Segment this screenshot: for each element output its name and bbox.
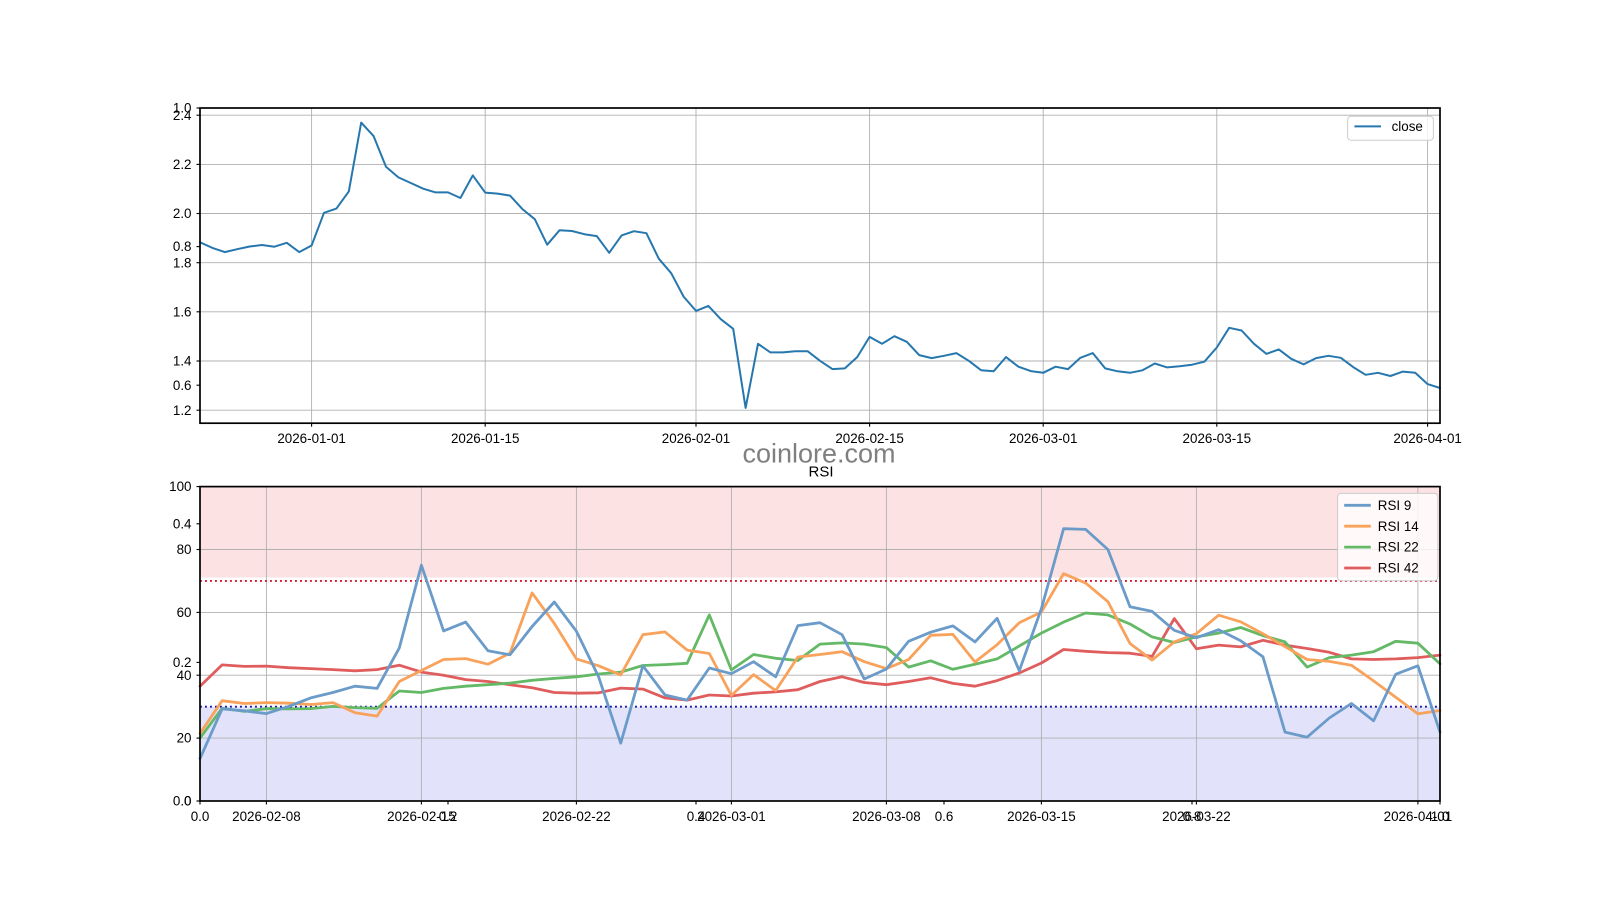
svg-text:coinlore.com: coinlore.com: [742, 439, 895, 469]
svg-text:0.8: 0.8: [173, 239, 192, 254]
svg-text:2.4: 2.4: [173, 108, 192, 123]
svg-text:0.4: 0.4: [173, 516, 192, 531]
svg-text:20: 20: [177, 731, 192, 746]
svg-text:1.6: 1.6: [173, 304, 192, 319]
svg-text:2026-04-01: 2026-04-01: [1384, 809, 1453, 824]
svg-text:2026-04-01: 2026-04-01: [1393, 431, 1462, 446]
svg-text:RSI 14: RSI 14: [1378, 519, 1419, 534]
svg-text:1.0: 1.0: [1431, 809, 1450, 824]
svg-text:40: 40: [177, 668, 192, 683]
svg-text:2026-02-22: 2026-02-22: [542, 809, 611, 824]
svg-text:2026-02-08: 2026-02-08: [232, 809, 301, 824]
svg-text:1.4: 1.4: [173, 354, 192, 369]
svg-text:2.0: 2.0: [173, 206, 192, 221]
svg-text:2.2: 2.2: [173, 157, 192, 172]
svg-text:0.0: 0.0: [173, 794, 192, 809]
svg-text:0.2: 0.2: [173, 655, 192, 670]
svg-text:RSI 22: RSI 22: [1378, 540, 1419, 555]
svg-text:2026-02-15: 2026-02-15: [835, 431, 904, 446]
svg-text:0.6: 0.6: [935, 809, 954, 824]
svg-text:2026-02-01: 2026-02-01: [662, 431, 731, 446]
svg-text:2026-03-01: 2026-03-01: [1009, 431, 1078, 446]
svg-text:2026-03-08: 2026-03-08: [852, 809, 921, 824]
svg-text:80: 80: [177, 542, 192, 557]
svg-text:0: 0: [184, 794, 191, 809]
svg-text:2026-03-15: 2026-03-15: [1007, 809, 1076, 824]
svg-text:2026-02-15: 2026-02-15: [387, 809, 456, 824]
svg-text:1.8: 1.8: [173, 255, 192, 270]
svg-text:RSI 42: RSI 42: [1378, 561, 1419, 576]
svg-text:close: close: [1392, 119, 1423, 134]
svg-text:0.0: 0.0: [191, 809, 210, 824]
svg-text:2026-03-22: 2026-03-22: [1162, 809, 1231, 824]
svg-text:0.4: 0.4: [687, 809, 706, 824]
svg-text:1.2: 1.2: [173, 403, 192, 418]
svg-text:0.6: 0.6: [173, 378, 192, 393]
svg-text:RSI 9: RSI 9: [1378, 498, 1412, 513]
svg-text:2026-01-01: 2026-01-01: [277, 431, 346, 446]
svg-text:60: 60: [177, 605, 192, 620]
svg-text:2026-01-15: 2026-01-15: [451, 431, 520, 446]
svg-text:1.0: 1.0: [173, 101, 192, 116]
svg-text:RSI: RSI: [808, 463, 833, 480]
svg-text:2026-03-15: 2026-03-15: [1183, 431, 1252, 446]
svg-text:0.8: 0.8: [1183, 809, 1202, 824]
svg-text:100: 100: [169, 479, 191, 494]
svg-text:2026-03-01: 2026-03-01: [697, 809, 766, 824]
svg-text:0.2: 0.2: [439, 809, 458, 824]
